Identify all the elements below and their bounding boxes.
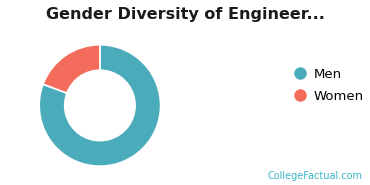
Text: 80.7%: 80.7% — [92, 117, 122, 127]
Wedge shape — [43, 45, 100, 93]
Legend: Men, Women: Men, Women — [293, 67, 363, 103]
Wedge shape — [39, 45, 161, 166]
Text: CollegeFactual.com: CollegeFactual.com — [268, 171, 363, 181]
Text: Gender Diversity of Engineer...: Gender Diversity of Engineer... — [46, 7, 324, 22]
